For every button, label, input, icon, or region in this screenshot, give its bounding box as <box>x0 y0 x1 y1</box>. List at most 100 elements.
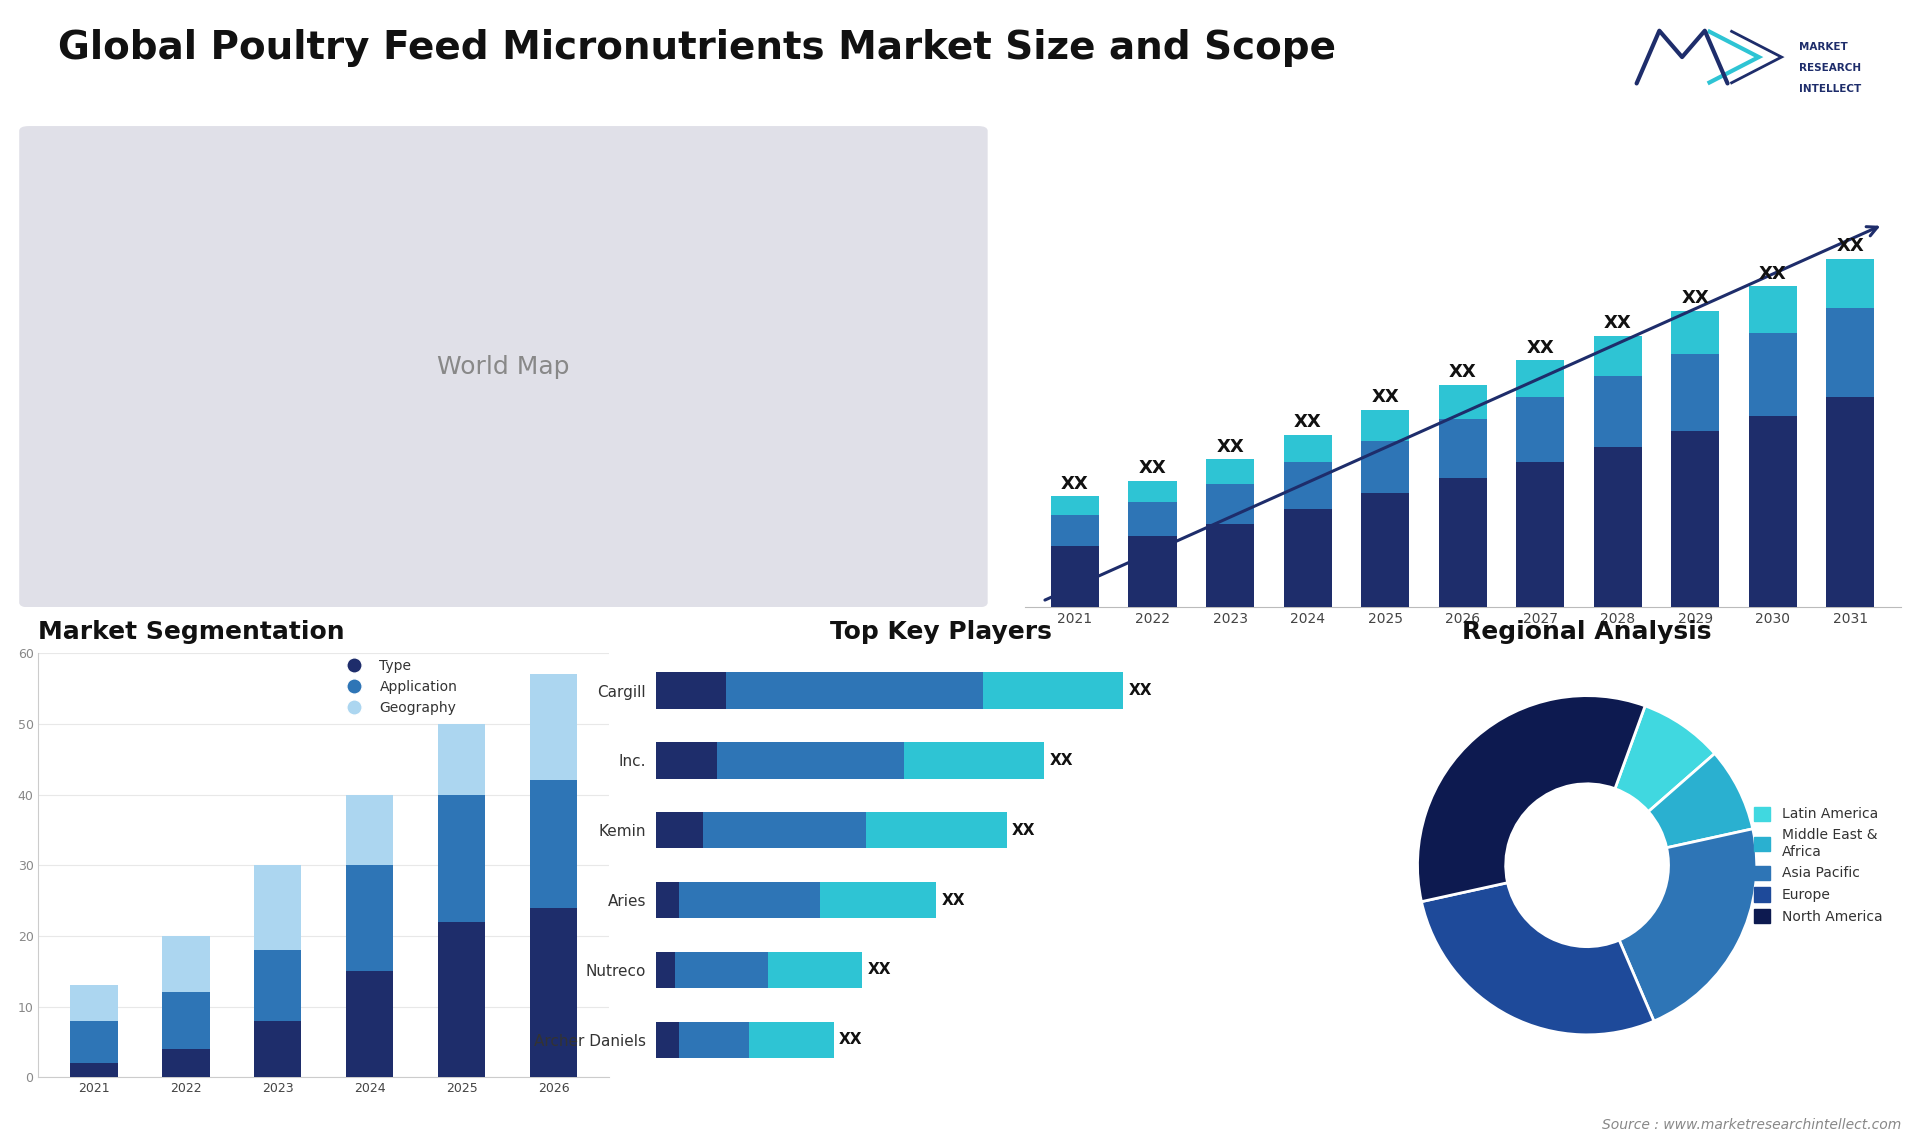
Bar <box>1670 354 1718 431</box>
Bar <box>1129 536 1177 607</box>
Text: XX: XX <box>1062 474 1089 493</box>
Bar <box>438 921 486 1077</box>
Text: XX: XX <box>1139 460 1165 477</box>
Bar <box>657 882 680 918</box>
Bar <box>1438 385 1486 419</box>
Bar <box>1361 441 1409 493</box>
Text: XX: XX <box>1215 438 1244 455</box>
Legend: Latin America, Middle East &
Africa, Asia Pacific, Europe, North America: Latin America, Middle East & Africa, Asi… <box>1749 801 1887 929</box>
Bar <box>1284 434 1332 462</box>
Text: XX: XX <box>1371 388 1400 406</box>
Bar <box>346 972 394 1077</box>
Bar <box>253 950 301 1021</box>
Text: Market Segmentation: Market Segmentation <box>38 620 346 644</box>
Bar <box>161 992 209 1049</box>
Bar <box>1206 460 1254 484</box>
Bar <box>674 952 768 988</box>
Wedge shape <box>1421 882 1653 1035</box>
Bar <box>1517 462 1565 607</box>
Bar <box>346 865 394 972</box>
Bar <box>69 986 117 1021</box>
Bar <box>749 1021 833 1058</box>
Wedge shape <box>1649 754 1753 848</box>
Bar <box>1284 462 1332 509</box>
Bar <box>983 673 1123 709</box>
Bar <box>1284 509 1332 607</box>
Bar <box>1517 398 1565 462</box>
Text: MARKET: MARKET <box>1799 41 1847 52</box>
Text: Source : www.marketresearchintellect.com: Source : www.marketresearchintellect.com <box>1601 1118 1901 1132</box>
Bar <box>530 908 578 1077</box>
Bar <box>657 952 674 988</box>
Bar <box>346 794 394 865</box>
Bar <box>768 952 862 988</box>
Bar <box>1438 478 1486 607</box>
Bar <box>1826 398 1874 607</box>
Bar <box>1206 484 1254 524</box>
Bar <box>1361 410 1409 441</box>
Bar <box>820 882 937 918</box>
Bar <box>657 813 703 848</box>
Bar <box>904 743 1044 778</box>
Text: XX: XX <box>1012 823 1035 838</box>
Bar <box>1594 447 1642 607</box>
Bar <box>1050 545 1098 607</box>
Bar <box>438 724 486 794</box>
Bar <box>1517 361 1565 398</box>
Text: XX: XX <box>1050 753 1073 768</box>
Bar <box>1129 502 1177 536</box>
Bar <box>1438 419 1486 478</box>
Text: XX: XX <box>1837 237 1864 254</box>
Circle shape <box>1505 784 1668 947</box>
Bar <box>657 1021 680 1058</box>
FancyBboxPatch shape <box>19 126 987 607</box>
Bar <box>680 882 820 918</box>
Text: World Map: World Map <box>438 355 570 378</box>
Bar <box>1826 259 1874 308</box>
Text: XX: XX <box>1682 290 1709 307</box>
Bar <box>69 1063 117 1077</box>
Bar <box>1594 376 1642 447</box>
Text: XX: XX <box>1759 265 1788 283</box>
Text: XX: XX <box>1526 339 1553 356</box>
Bar <box>253 865 301 950</box>
Bar <box>161 1049 209 1077</box>
Legend: Type, Application, Geography: Type, Application, Geography <box>334 653 463 720</box>
Wedge shape <box>1619 829 1757 1021</box>
Bar <box>1670 431 1718 607</box>
Wedge shape <box>1417 696 1645 902</box>
Text: XX: XX <box>943 893 966 908</box>
Text: RESEARCH: RESEARCH <box>1799 63 1860 72</box>
Bar <box>1361 493 1409 607</box>
Text: XX: XX <box>839 1033 862 1047</box>
Bar <box>1749 332 1797 416</box>
Text: XX: XX <box>1294 413 1321 431</box>
Bar <box>438 794 486 921</box>
Bar <box>1826 308 1874 398</box>
Wedge shape <box>1615 706 1715 811</box>
Bar <box>1129 481 1177 502</box>
Bar <box>1749 286 1797 332</box>
Title: Top Key Players: Top Key Players <box>829 620 1052 644</box>
Bar <box>69 1021 117 1063</box>
Text: XX: XX <box>1450 363 1476 382</box>
Bar <box>726 673 983 709</box>
Bar <box>716 743 904 778</box>
Bar <box>253 1021 301 1077</box>
Bar <box>1594 336 1642 376</box>
Text: XX: XX <box>868 963 891 978</box>
Title: Regional Analysis: Regional Analysis <box>1463 620 1713 644</box>
Bar <box>530 674 578 780</box>
Bar <box>866 813 1006 848</box>
Bar <box>530 780 578 908</box>
Bar <box>657 673 726 709</box>
Text: Global Poultry Feed Micronutrients Market Size and Scope: Global Poultry Feed Micronutrients Marke… <box>58 29 1336 66</box>
Bar <box>680 1021 749 1058</box>
Text: XX: XX <box>1129 683 1152 698</box>
Bar <box>1050 496 1098 515</box>
Bar <box>657 743 716 778</box>
Text: INTELLECT: INTELLECT <box>1799 84 1860 94</box>
Bar <box>1206 524 1254 607</box>
Bar <box>1050 515 1098 545</box>
Bar <box>161 936 209 992</box>
